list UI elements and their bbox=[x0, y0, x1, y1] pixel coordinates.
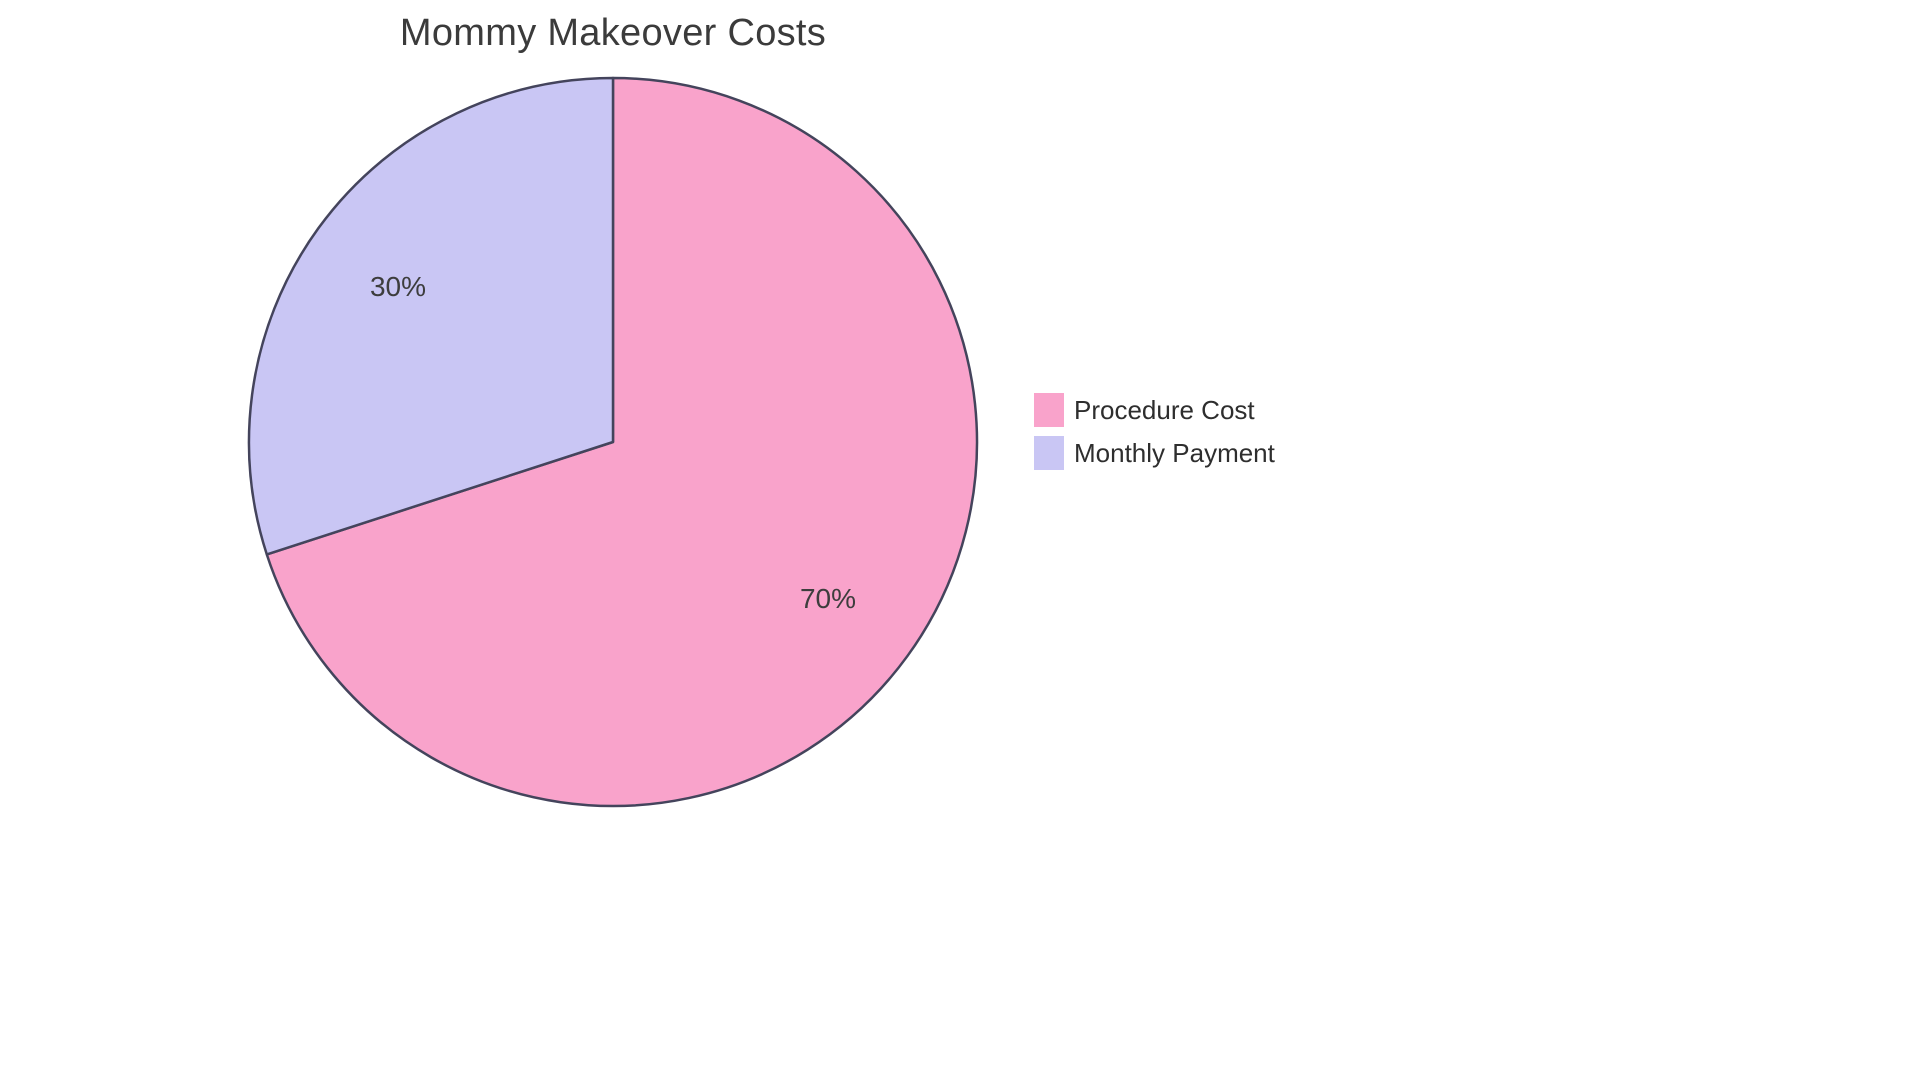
chart-title: Mommy Makeover Costs bbox=[399, 12, 827, 54]
pie-slice-monthly-payment bbox=[247, 76, 615, 556]
legend-item-monthly-payment: Monthly Payment bbox=[1034, 436, 1275, 470]
slice-percentage-label: 70% bbox=[800, 583, 856, 614]
pie-slice-procedure-cost bbox=[265, 76, 979, 808]
legend-swatch-monthly-payment bbox=[1034, 436, 1064, 470]
legend-item-label: Procedure Cost bbox=[1074, 394, 1255, 425]
legend-item-procedure-cost: Procedure Cost bbox=[1034, 393, 1275, 427]
slice-percentage-label: 30% bbox=[370, 271, 426, 302]
legend-swatch-procedure-cost bbox=[1034, 393, 1064, 427]
legend-item-label: Monthly Payment bbox=[1074, 437, 1275, 468]
legend: Procedure Cost Monthly Payment bbox=[1034, 393, 1275, 470]
